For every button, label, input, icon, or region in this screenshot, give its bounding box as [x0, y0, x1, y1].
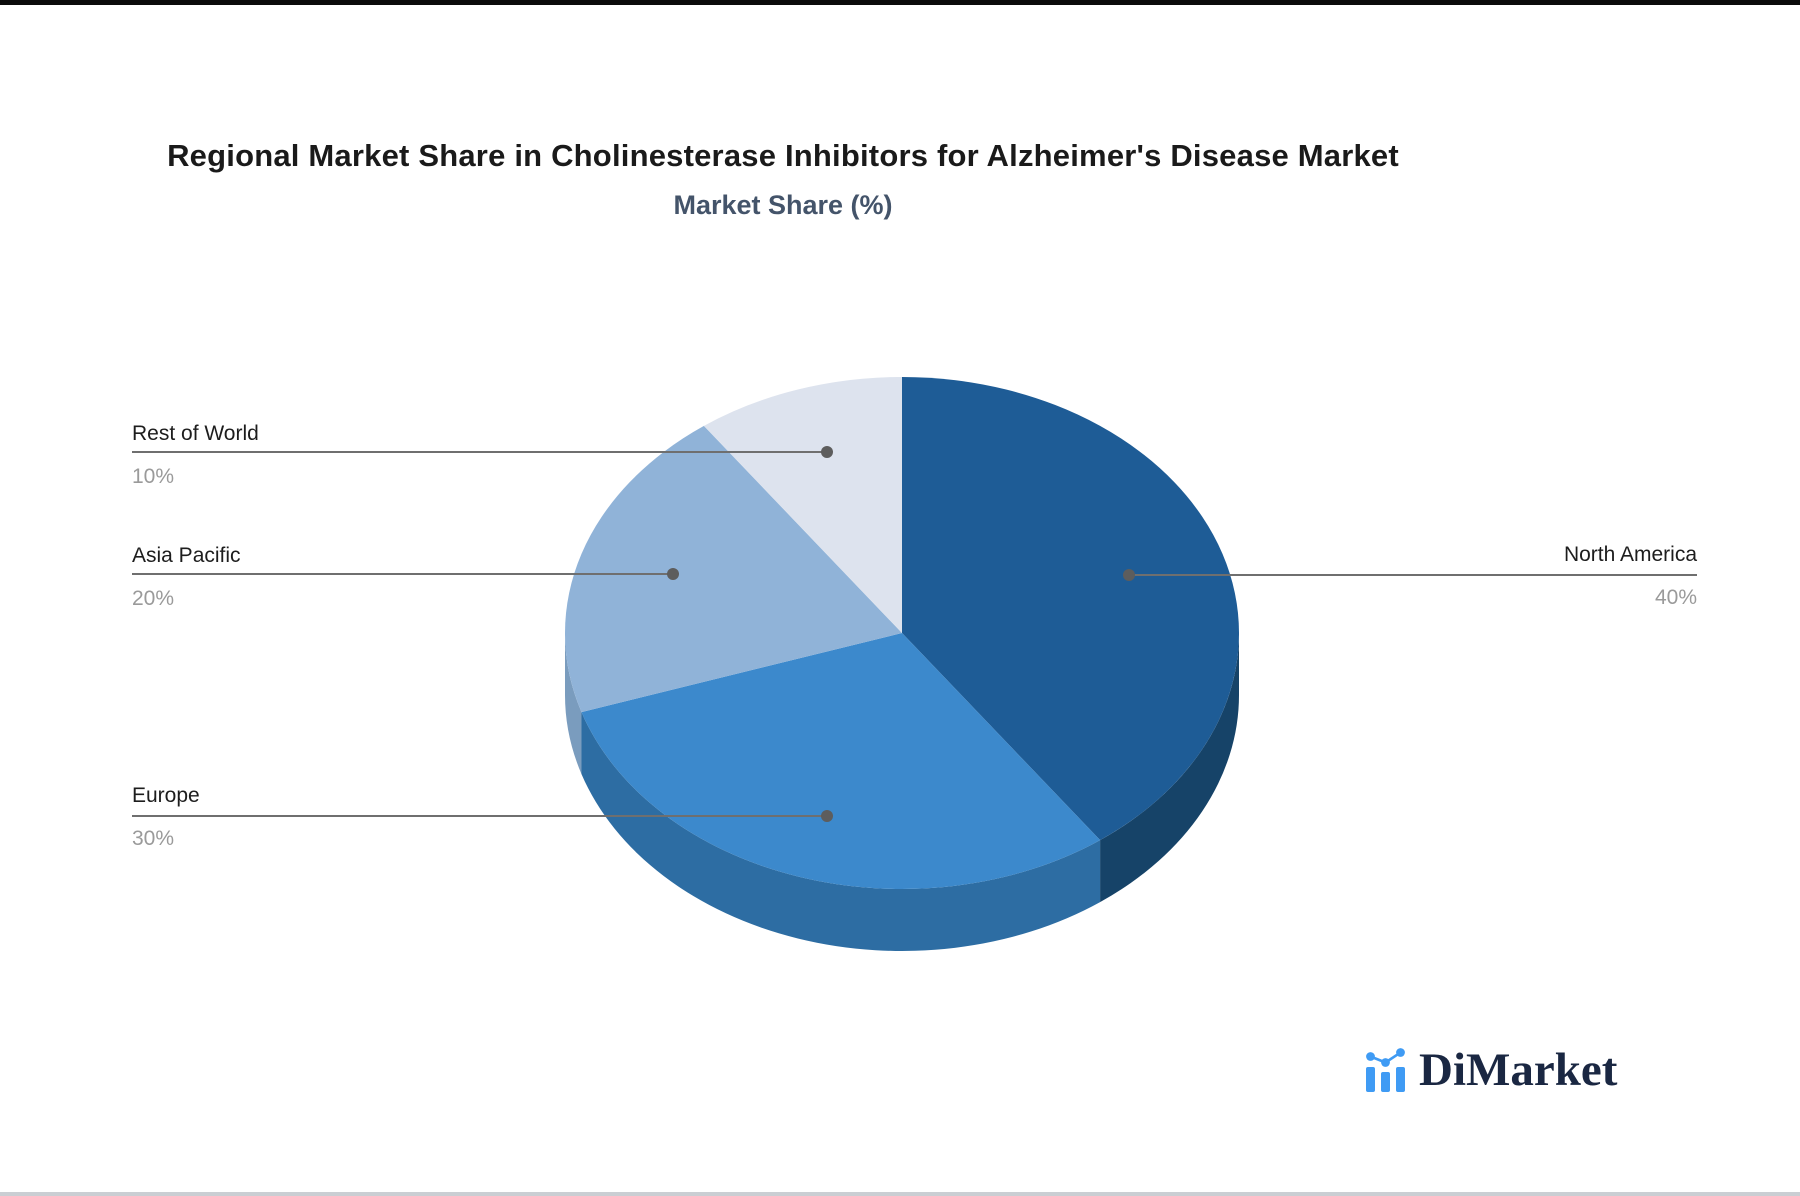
callout-value: 30% [132, 827, 175, 850]
bar-line-chart-icon [1366, 1048, 1405, 1092]
leader-dot-asia-pacific [667, 568, 679, 580]
screenshot-top-edge [0, 0, 1800, 5]
callout-asia-pacific: Asia Pacific 20% [132, 543, 241, 612]
pie-slice-rest-of-world [703, 377, 902, 633]
chart-header: Regional Market Share in Cholinesterase … [0, 0, 1566, 220]
chart-subtitle: Market Share (%) [673, 189, 893, 220]
pie-slice-europe-side [581, 712, 1101, 951]
callout-value: 20% [132, 587, 175, 610]
pie-slice-north-america [902, 377, 1239, 841]
callout-label: North America [1563, 543, 1697, 566]
callout-rest-of-world: Rest of World 10% [132, 421, 259, 490]
pie-slice-north-america-side [1100, 633, 1239, 903]
callout-label: Europe [132, 784, 200, 807]
callout-label: Asia Pacific [132, 544, 241, 567]
dimarket-logo: DiMarket [1362, 1041, 1618, 1096]
callout-label: Rest of World [132, 422, 259, 445]
leader-dot-north-america [1123, 569, 1135, 581]
pie-slice-asia-pacific [564, 425, 902, 713]
pie-slice-asia-pacific-side [565, 633, 582, 775]
dimarket-logo-text: DiMarket [1419, 1044, 1618, 1096]
callout-value: 40% [1654, 586, 1697, 609]
leader-dot-europe [821, 810, 833, 822]
callout-value: 10% [132, 465, 175, 488]
callout-north-america: North America 40% [1564, 542, 1697, 611]
screenshot-bottom-edge [0, 1192, 1800, 1196]
leader-dot-rest-of-world [821, 446, 833, 458]
pie-slice-europe [581, 633, 1101, 889]
chart-title: Regional Market Share in Cholinesterase … [167, 138, 1399, 173]
callout-europe: Europe 30% [132, 783, 200, 852]
